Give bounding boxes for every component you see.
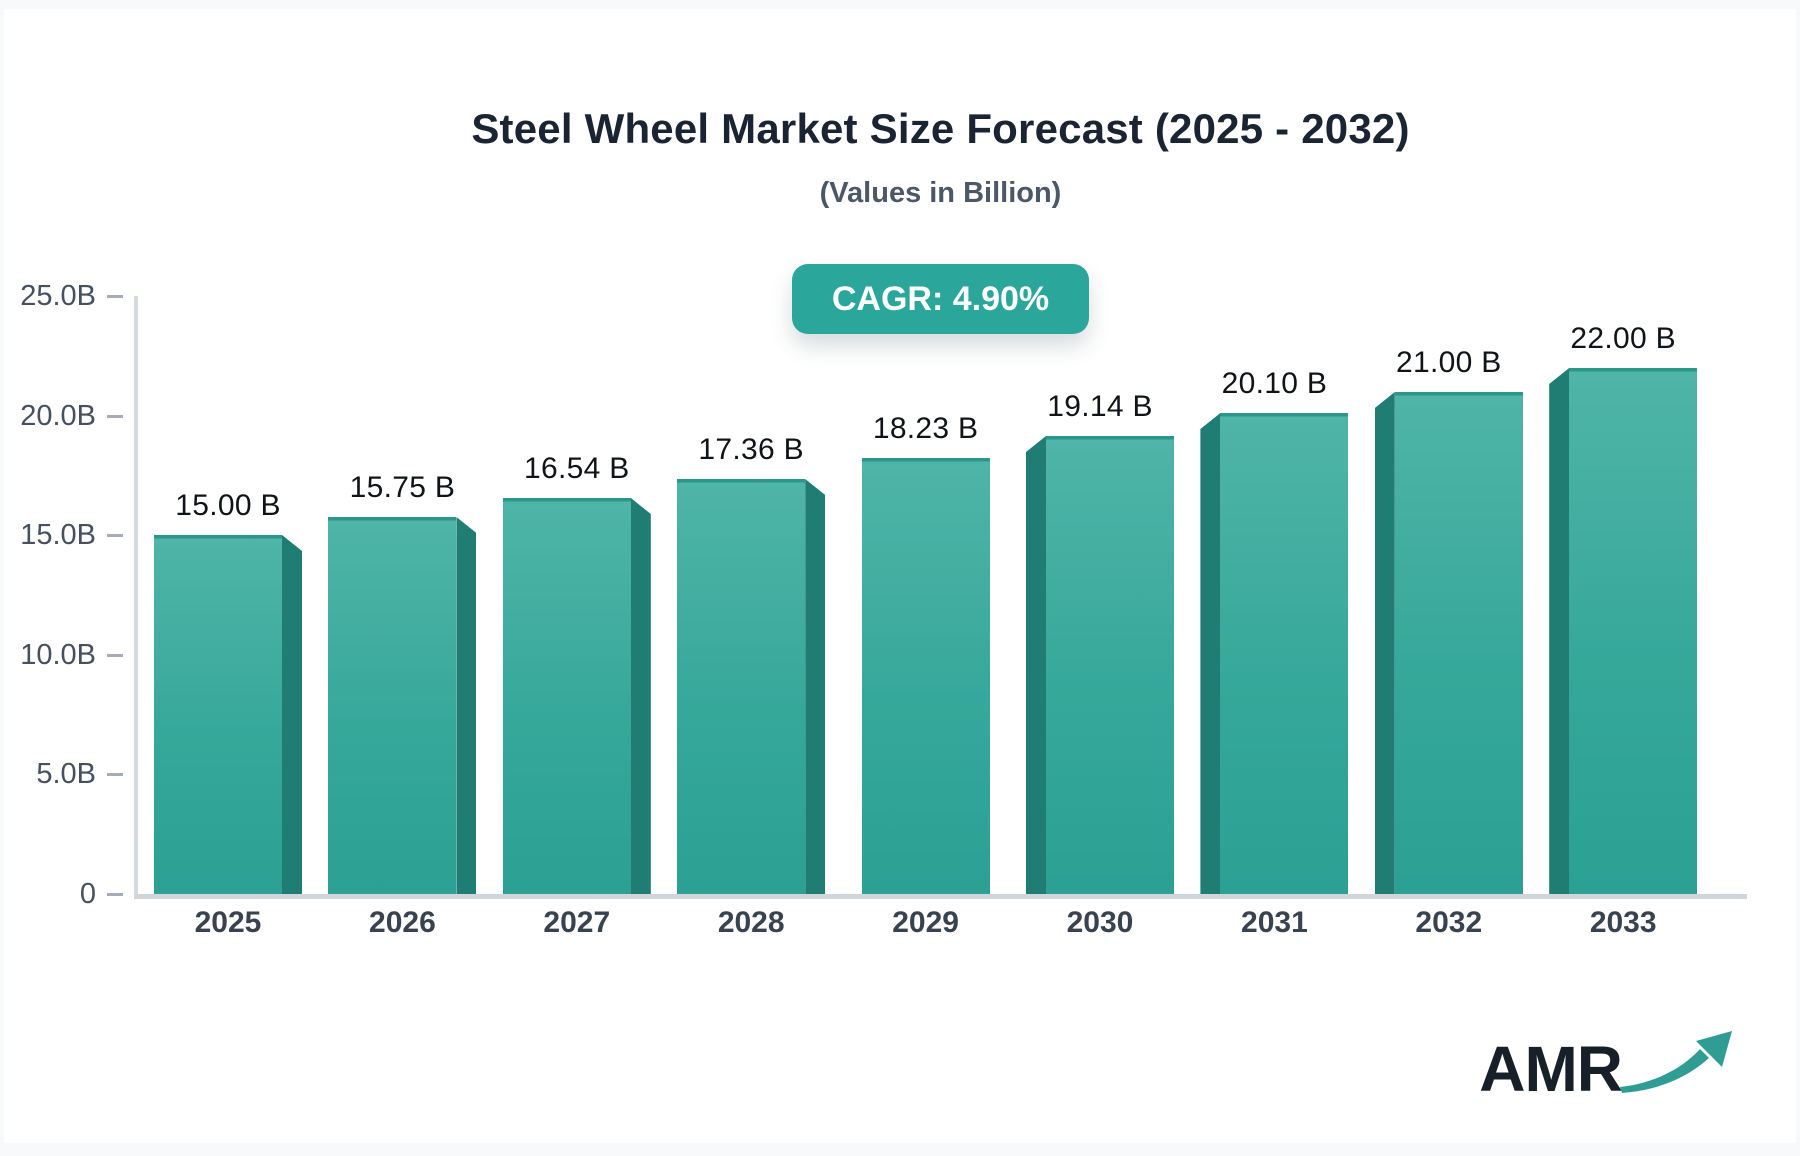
- bar-3d-side: [1374, 392, 1395, 894]
- bar-2033: [1549, 368, 1698, 894]
- y-tick-label: 20.0B: [20, 399, 96, 432]
- y-tick-label: 5.0B: [36, 758, 96, 791]
- x-tick-label-2030: 2030: [1066, 906, 1134, 939]
- bar-value-label: 15.75 B: [349, 471, 456, 504]
- bar-2025: [154, 535, 302, 894]
- bar-2027: [502, 498, 651, 894]
- bar-3d-side: [805, 479, 826, 894]
- bar-value-label: 18.23 B: [872, 412, 979, 445]
- bar-2026: [328, 517, 477, 894]
- bar-3d-side: [282, 535, 302, 894]
- bar-3d-side: [1549, 368, 1570, 894]
- x-tick-label-2032: 2032: [1415, 906, 1483, 939]
- bar-3d-side: [630, 498, 651, 894]
- bar-2032: [1374, 392, 1523, 894]
- y-tick-mark: [107, 653, 123, 657]
- y-tick-label: 0: [79, 878, 96, 910]
- bar-value-label: 20.10 B: [1221, 367, 1328, 400]
- bar-2030: [1026, 436, 1174, 894]
- bar-value-label: 15.00 B: [175, 489, 281, 522]
- y-tick-mark: [107, 295, 123, 298]
- y-tick-mark: [107, 534, 123, 538]
- x-tick-label-2033: 2033: [1589, 906, 1657, 939]
- bar-value-label: 21.00 B: [1396, 346, 1502, 379]
- bar-2028: [677, 479, 826, 894]
- bar-3d-side: [1200, 413, 1221, 894]
- bar-face: [328, 517, 457, 894]
- bar-value-label: 22.00 B: [1570, 322, 1676, 355]
- cagr-badge-wrap: CAGR: 4.90%: [134, 264, 1747, 334]
- x-tick-label-2026: 2026: [369, 906, 436, 939]
- bar-face: [1220, 413, 1349, 894]
- x-tick-label-2029: 2029: [892, 906, 959, 939]
- cagr-badge: CAGR: 4.90%: [791, 264, 1090, 334]
- bar-2029: [861, 458, 990, 894]
- x-tick-label-2025: 2025: [194, 906, 262, 939]
- bar-value-label: 17.36 B: [698, 433, 804, 466]
- x-tick-label-2028: 2028: [717, 906, 785, 939]
- x-tick-label-2027: 2027: [543, 906, 611, 939]
- chart-subtitle: (Values in Billion): [819, 177, 1062, 209]
- y-tick-label: 10.0B: [20, 638, 96, 671]
- bar-face: [154, 535, 282, 894]
- amr-logo: AMR: [1479, 1029, 1734, 1105]
- y-tick-mark: [107, 893, 123, 896]
- bar-face: [502, 498, 631, 894]
- chart-title: Steel Wheel Market Size Forecast (2025 -…: [471, 105, 1410, 152]
- y-tick-label: 15.0B: [20, 519, 96, 552]
- y-tick-mark: [107, 414, 123, 418]
- bar-face: [1394, 392, 1523, 894]
- y-tick-mark: [107, 773, 123, 777]
- bar-3d-side: [456, 517, 477, 894]
- bar-face: [861, 458, 990, 894]
- bar-value-label: 19.14 B: [1047, 390, 1153, 423]
- bar-2031: [1200, 413, 1349, 894]
- x-axis-line: [134, 894, 1747, 899]
- chart-card: Steel Wheel Market Size Forecast (2025 -…: [4, 9, 1796, 1143]
- amr-logo-text: AMR: [1479, 1033, 1623, 1105]
- bar-face: [677, 479, 806, 894]
- y-tick-label: 25.0B: [20, 280, 96, 312]
- bar-3d-side: [1026, 436, 1046, 894]
- bar-value-label: 16.54 B: [524, 452, 630, 485]
- y-axis-line: [134, 296, 138, 898]
- growth-arrow-icon: [1620, 1031, 1732, 1093]
- bar-face: [1569, 368, 1698, 894]
- x-tick-label-2031: 2031: [1241, 906, 1308, 939]
- bar-face: [1046, 436, 1174, 894]
